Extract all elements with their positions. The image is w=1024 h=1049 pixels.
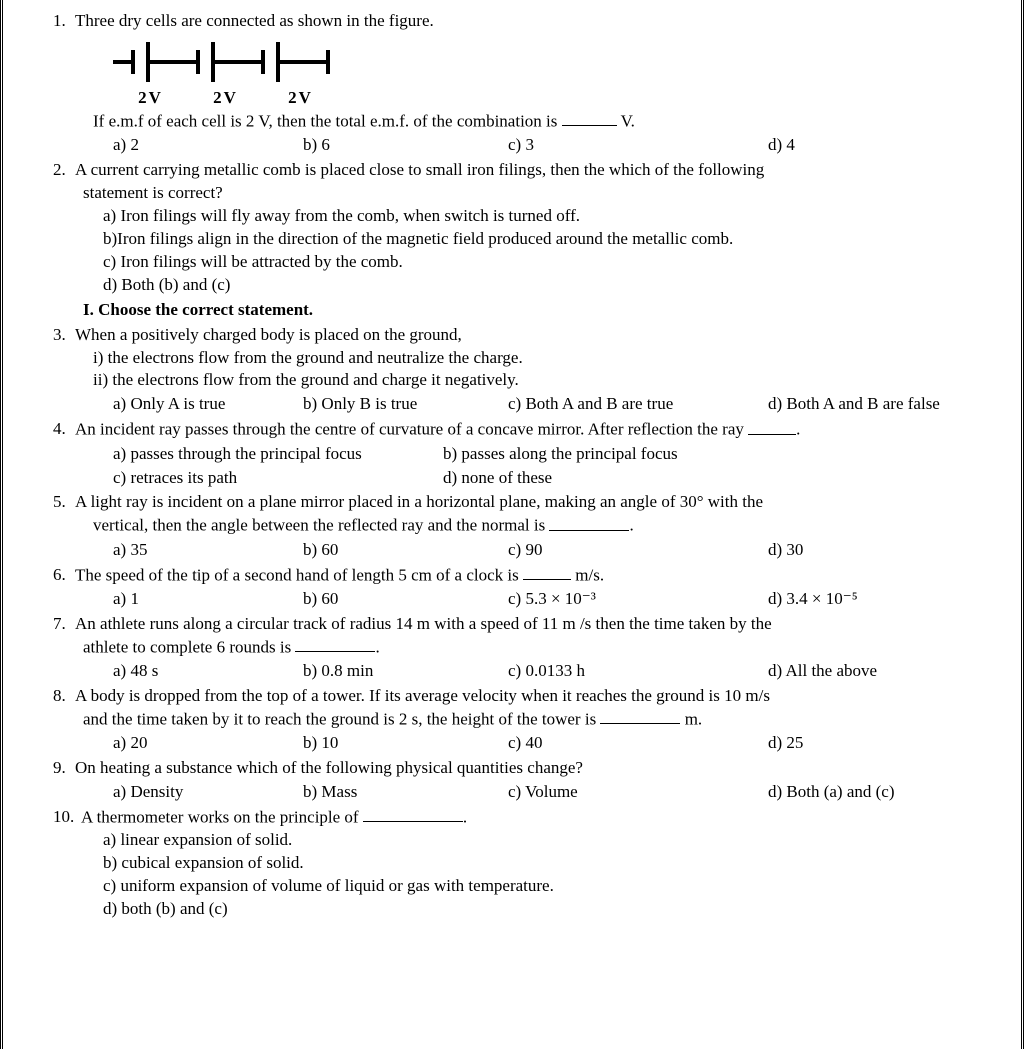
question-9: 9. On heating a substance which of the f… xyxy=(53,757,991,804)
q5-opt-a: a) 35 xyxy=(113,539,303,562)
q6-number: 6. xyxy=(53,564,75,587)
q3-text: When a positively charged body is placed… xyxy=(75,324,462,347)
q10-number: 10. xyxy=(53,806,81,829)
q4-opt-a: a) passes through the principal focus xyxy=(113,443,443,466)
q2-text2: statement is correct? xyxy=(53,182,991,205)
q10-text: A thermometer works on the principle of … xyxy=(81,806,467,829)
q9-opt-a: a) Density xyxy=(113,781,303,804)
q2-opt-a: a) Iron filings will fly away from the c… xyxy=(103,205,991,228)
blank xyxy=(523,564,571,580)
q9-text: On heating a substance which of the foll… xyxy=(75,757,583,780)
q1-number: 1. xyxy=(53,10,75,33)
question-2: 2. A current carrying metallic comb is p… xyxy=(53,159,991,297)
q6-opt-b: b) 60 xyxy=(303,588,508,611)
question-5: 5. A light ray is incident on a plane mi… xyxy=(53,491,991,561)
q9-opt-d: d) Both (a) and (c) xyxy=(768,781,895,804)
question-4: 4. An incident ray passes through the ce… xyxy=(53,418,991,489)
q8-opt-b: b) 10 xyxy=(303,732,508,755)
blank xyxy=(295,636,375,652)
q2-number: 2. xyxy=(53,159,75,182)
q7-text: An athlete runs along a circular track o… xyxy=(75,613,772,636)
q2-text: A current carrying metallic comb is plac… xyxy=(75,159,764,182)
page: 1. Three dry cells are connected as show… xyxy=(0,0,1024,1049)
q10-opt-c: c) uniform expansion of volume of liquid… xyxy=(103,875,991,898)
q8-opt-a: a) 20 xyxy=(113,732,303,755)
q3-opt-a: a) Only A is true xyxy=(113,393,303,416)
question-10: 10. A thermometer works on the principle… xyxy=(53,806,991,921)
q4-opt-b: b) passes along the principal focus xyxy=(443,443,773,466)
q8-text2: and the time taken by it to reach the gr… xyxy=(83,709,596,728)
question-8: 8. A body is dropped from the top of a t… xyxy=(53,685,991,755)
question-1: 1. Three dry cells are connected as show… xyxy=(53,10,991,157)
q2-opt-d: d) Both (b) and (c) xyxy=(103,274,991,297)
q10-opt-d: d) both (b) and (c) xyxy=(103,898,991,921)
q1-opt-b: b) 6 xyxy=(303,134,508,157)
q7-text2: athlete to complete 6 rounds is xyxy=(83,637,291,656)
q10-opt-b: b) cubical expansion of solid. xyxy=(103,852,991,875)
q3-stmt-ii: ii) the electrons flow from the ground a… xyxy=(93,369,991,392)
q7-opt-d: d) All the above xyxy=(768,660,877,683)
q6-opt-a: a) 1 xyxy=(113,588,303,611)
q5-opt-c: c) 90 xyxy=(508,539,768,562)
q4-number: 4. xyxy=(53,418,75,441)
blank xyxy=(748,418,796,434)
q6-text: The speed of the tip of a second hand of… xyxy=(75,564,604,587)
question-6: 6. The speed of the tip of a second hand… xyxy=(53,564,991,611)
q1-text: Three dry cells are connected as shown i… xyxy=(75,10,434,33)
q5-number: 5. xyxy=(53,491,75,514)
q1-subtext: If e.m.f of each cell is 2 V, then the t… xyxy=(53,110,991,133)
q8-text: A body is dropped from the top of a towe… xyxy=(75,685,770,708)
q8-number: 8. xyxy=(53,685,75,708)
q9-opt-b: b) Mass xyxy=(303,781,508,804)
q6-opt-d: d) 3.4 × 10⁻⁵ xyxy=(768,588,858,611)
q3-opt-d: d) Both A and B are false xyxy=(768,393,940,416)
q3-number: 3. xyxy=(53,324,75,347)
q3-opt-c: c) Both A and B are true xyxy=(508,393,768,416)
q5-opt-d: d) 30 xyxy=(768,539,803,562)
q1-opt-c: c) 3 xyxy=(508,134,768,157)
cell-label-1: 2V xyxy=(113,87,188,110)
q4-opt-c: c) retraces its path xyxy=(113,467,443,490)
q10-opt-a: a) linear expansion of solid. xyxy=(103,829,991,852)
q2-opt-c: c) Iron filings will be attracted by the… xyxy=(103,251,991,274)
section-header: I. Choose the correct statement. xyxy=(53,299,991,322)
q7-opt-b: b) 0.8 min xyxy=(303,660,508,683)
q4-opt-d: d) none of these xyxy=(443,467,773,490)
q8-opt-d: d) 25 xyxy=(768,732,803,755)
q3-opt-b: b) Only B is true xyxy=(303,393,508,416)
cell-label-3: 2V xyxy=(263,87,338,110)
q4-text: An incident ray passes through the centr… xyxy=(75,418,800,441)
q2-opt-b: b)Iron filings align in the direction of… xyxy=(103,228,991,251)
blank xyxy=(363,806,463,822)
q8-opt-c: c) 40 xyxy=(508,732,768,755)
q5-text: A light ray is incident on a plane mirro… xyxy=(75,491,763,514)
cell-labels: 2V 2V 2V xyxy=(53,87,991,110)
q9-opt-c: c) Volume xyxy=(508,781,768,804)
question-3: 3. When a positively charged body is pla… xyxy=(53,324,991,417)
q7-opt-a: a) 48 s xyxy=(113,660,303,683)
q1-opt-d: d) 4 xyxy=(768,134,795,157)
q5-text2: vertical, then the angle between the ref… xyxy=(93,516,545,535)
question-7: 7. An athlete runs along a circular trac… xyxy=(53,613,991,683)
q1-opt-a: a) 2 xyxy=(113,134,303,157)
q3-stmt-i: i) the electrons flow from the ground an… xyxy=(93,347,991,370)
circuit-diagram xyxy=(53,37,991,87)
blank xyxy=(549,514,629,530)
blank xyxy=(562,110,617,126)
q7-number: 7. xyxy=(53,613,75,636)
cell-label-2: 2V xyxy=(188,87,263,110)
blank xyxy=(600,708,680,724)
q5-opt-b: b) 60 xyxy=(303,539,508,562)
q7-opt-c: c) 0.0133 h xyxy=(508,660,768,683)
q9-number: 9. xyxy=(53,757,75,780)
q6-opt-c: c) 5.3 × 10⁻³ xyxy=(508,588,768,611)
